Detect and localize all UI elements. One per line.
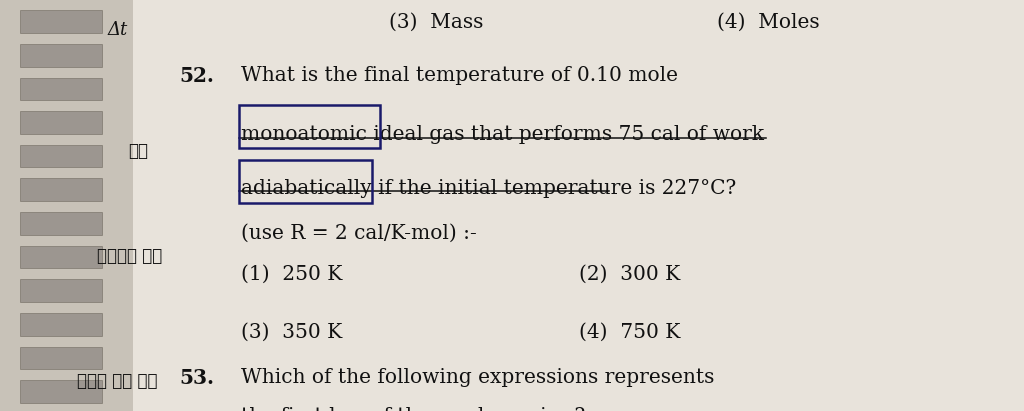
Text: रहती है: रहती है	[97, 247, 163, 265]
Bar	[20, 78, 102, 100]
Bar	[0, 0, 133, 411]
Text: (4)  750 K: (4) 750 K	[579, 323, 680, 342]
Text: (4)  Moles: (4) Moles	[717, 12, 819, 31]
Bar	[20, 279, 102, 302]
Bar	[20, 44, 102, 67]
Text: (use R = 2 cal/K-mol) :-: (use R = 2 cal/K-mol) :-	[241, 224, 476, 243]
Text: adiabatically if the initial temperature is 227°C?: adiabatically if the initial temperature…	[241, 179, 736, 198]
Bar	[239, 160, 372, 203]
Bar	[239, 105, 380, 148]
Text: (3)  Mass: (3) Mass	[389, 12, 483, 31]
Bar	[20, 10, 102, 33]
Bar	[20, 346, 102, 369]
Text: What is the final temperature of 0.10 mole: What is the final temperature of 0.10 mo…	[241, 66, 678, 85]
Text: Δt: Δt	[108, 21, 128, 39]
Bar	[20, 380, 102, 403]
Bar	[20, 246, 102, 268]
Bar	[20, 145, 102, 167]
Text: 53.: 53.	[179, 368, 214, 388]
Text: 52.: 52.	[179, 66, 214, 86]
Text: (2)  300 K: (2) 300 K	[579, 265, 680, 284]
Bar	[20, 313, 102, 335]
Text: Which of the following expressions represents: Which of the following expressions repre…	[241, 368, 714, 387]
Text: (1)  250 K: (1) 250 K	[241, 265, 342, 284]
Text: है: है	[128, 142, 148, 160]
Text: यता से एक: यता से एक	[77, 372, 158, 390]
Text: (3)  350 K: (3) 350 K	[241, 323, 342, 342]
Bar	[20, 212, 102, 235]
Bar	[20, 178, 102, 201]
Text: the first law of thermodynamics ?: the first law of thermodynamics ?	[241, 407, 585, 411]
Text: monoatomic ideal gas that performs 75 cal of work: monoatomic ideal gas that performs 75 ca…	[241, 125, 764, 144]
Bar	[20, 111, 102, 134]
